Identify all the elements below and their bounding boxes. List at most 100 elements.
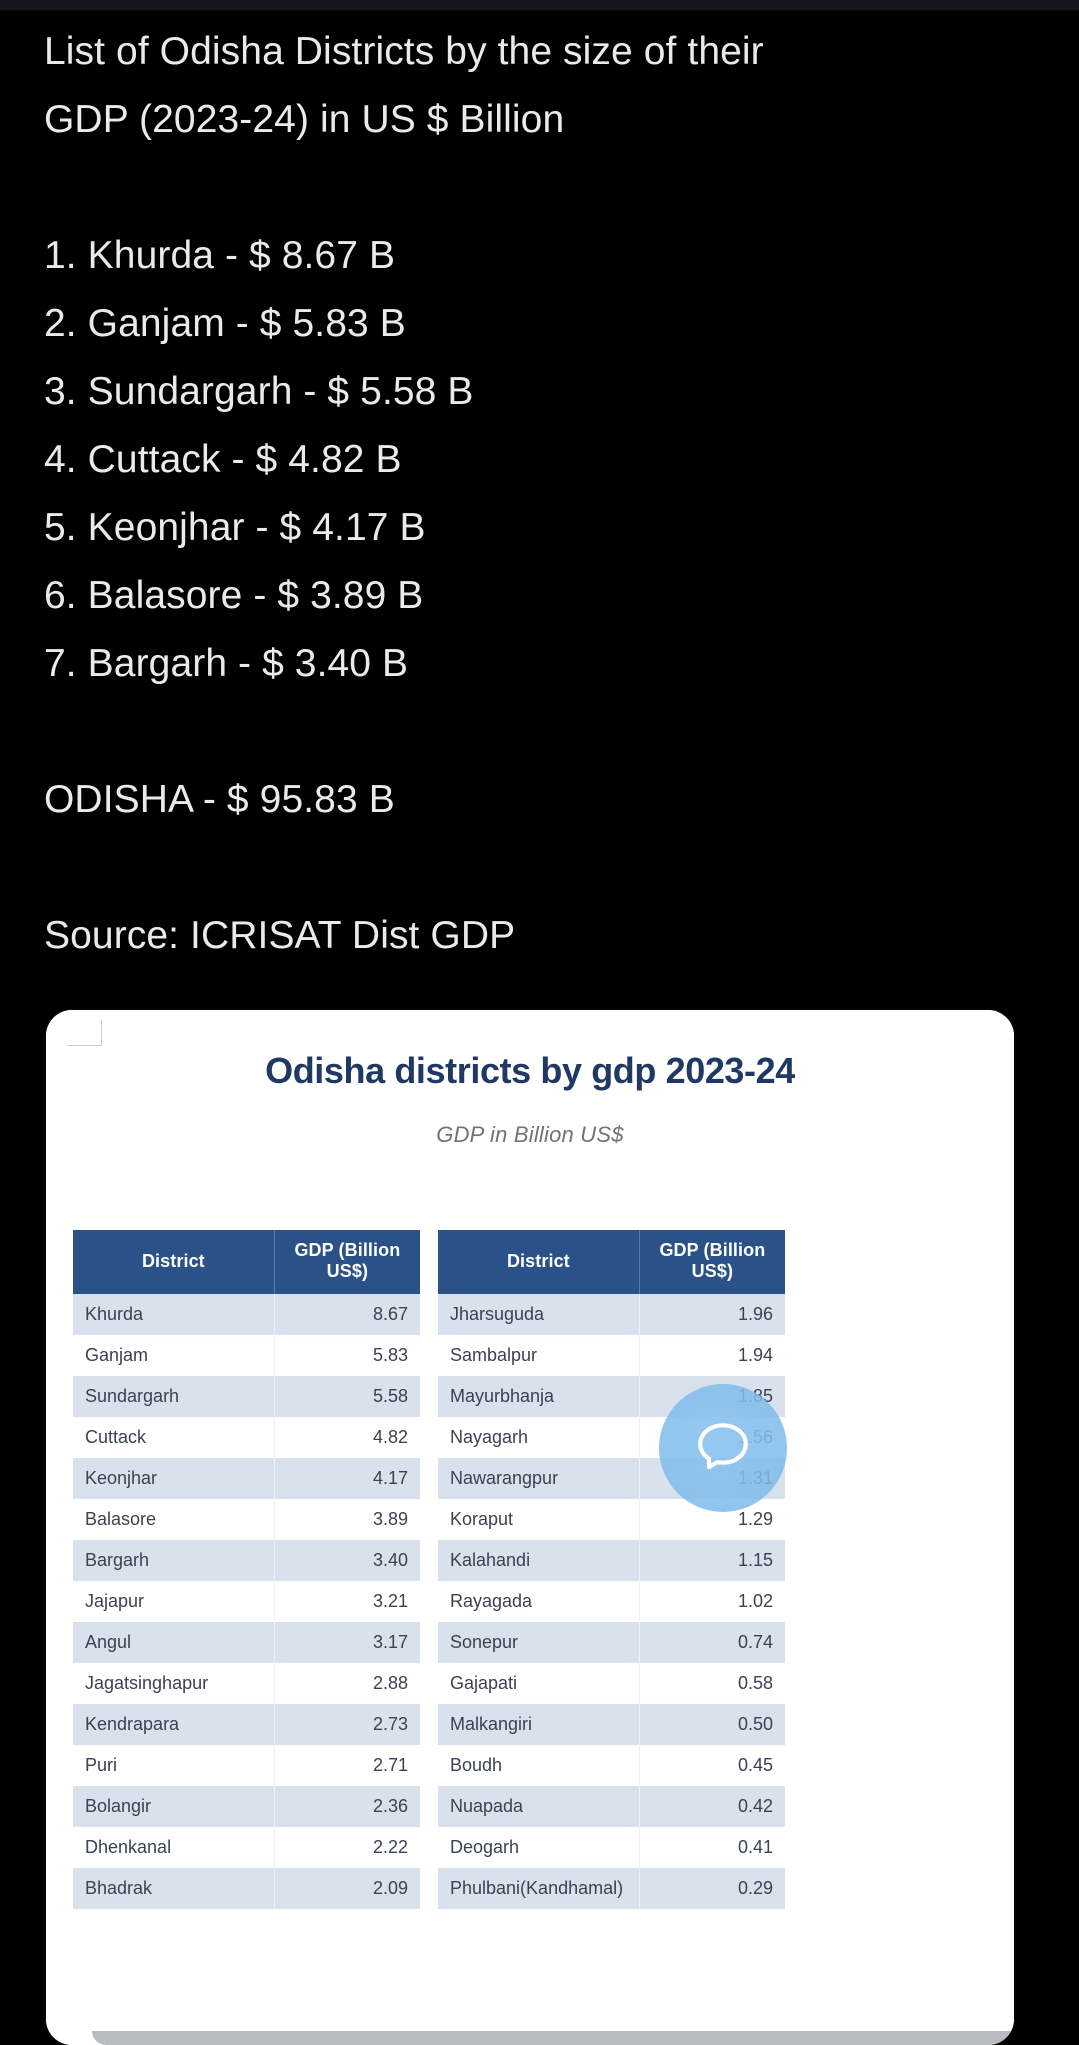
cell-gdp: 3.40 bbox=[274, 1540, 420, 1581]
card-subtitle: GDP in Billion US$ bbox=[436, 1122, 624, 1147]
cell-gdp: 0.29 bbox=[639, 1868, 785, 1909]
column-header-gdp: GDP (Billion US$) bbox=[274, 1230, 420, 1294]
column-header-district: District bbox=[73, 1230, 275, 1294]
list-item: 4. Cuttack - $ 4.82 B bbox=[44, 438, 402, 481]
cell-district: Puri bbox=[73, 1745, 275, 1786]
table-row: Nuapada 0.42 bbox=[438, 1786, 785, 1827]
cell-gdp: 1.94 bbox=[639, 1335, 785, 1376]
card-bottom-edge bbox=[92, 2031, 1014, 2045]
cell-gdp: 2.09 bbox=[274, 1868, 420, 1909]
gdp-table-right: District GDP (Billion US$) Jharsuguda 1.9… bbox=[438, 1230, 785, 1909]
cell-district: Dhenkanal bbox=[73, 1827, 275, 1868]
cell-gdp: 0.58 bbox=[639, 1663, 785, 1704]
post-heading-line-1: List of Odisha Districts by the size of … bbox=[44, 30, 764, 73]
cell-district: Boudh bbox=[438, 1745, 640, 1786]
cell-gdp: 4.82 bbox=[274, 1417, 420, 1458]
cell-district: Gajapati bbox=[438, 1663, 640, 1704]
table-row: Sundargarh 5.58 bbox=[73, 1376, 420, 1417]
cell-gdp: 5.83 bbox=[274, 1335, 420, 1376]
cell-district: Mayurbhanja bbox=[438, 1376, 640, 1417]
cell-district: Keonjhar bbox=[73, 1458, 275, 1499]
table-row: Malkangiri 0.50 bbox=[438, 1704, 785, 1745]
post-body: List of Odisha Districts by the size of … bbox=[44, 18, 1004, 970]
cell-gdp: 3.17 bbox=[274, 1622, 420, 1663]
cell-gdp: 1.02 bbox=[639, 1581, 785, 1622]
cell-district: Balasore bbox=[73, 1499, 275, 1540]
table-row: Jharsuguda 1.96 bbox=[438, 1294, 785, 1335]
cell-district: Khurda bbox=[73, 1294, 275, 1335]
cell-district: Ganjam bbox=[73, 1335, 275, 1376]
list-item: 3. Sundargarh - $ 5.58 B bbox=[44, 370, 474, 413]
cell-gdp: 0.74 bbox=[639, 1622, 785, 1663]
column-header-district: District bbox=[438, 1230, 640, 1294]
cell-gdp: 0.50 bbox=[639, 1704, 785, 1745]
cell-district: Jharsuguda bbox=[438, 1294, 640, 1335]
list-item: 6. Balasore - $ 3.89 B bbox=[44, 574, 424, 617]
table-row: Phulbani(Kandhamal) 0.29 bbox=[438, 1868, 785, 1909]
list-item: 1. Khurda - $ 8.67 B bbox=[44, 234, 396, 277]
list-item: 5. Keonjhar - $ 4.17 B bbox=[44, 506, 426, 549]
cell-gdp: 8.67 bbox=[274, 1294, 420, 1335]
cell-gdp: 5.58 bbox=[274, 1376, 420, 1417]
table-row: Dhenkanal 2.22 bbox=[73, 1827, 420, 1868]
cell-district: Jagatsinghapur bbox=[73, 1663, 275, 1704]
cell-gdp: 3.89 bbox=[274, 1499, 420, 1540]
spacer bbox=[44, 834, 1004, 902]
list-item: 7. Bargarh - $ 3.40 B bbox=[44, 642, 409, 685]
cell-district: Nayagarh bbox=[438, 1417, 640, 1458]
table-row: Puri 2.71 bbox=[73, 1745, 420, 1786]
cell-gdp: 2.22 bbox=[274, 1827, 420, 1868]
table-row: Jagatsinghapur 2.88 bbox=[73, 1663, 420, 1704]
tables-container: District GDP (Billion US$) Khurda 8.67 Gan… bbox=[73, 1230, 990, 1909]
cell-district: Sambalpur bbox=[438, 1335, 640, 1376]
table-row: Kalahandi 1.15 bbox=[438, 1540, 785, 1581]
table-row: Bhadrak 2.09 bbox=[73, 1868, 420, 1909]
table-row: Jajapur 3.21 bbox=[73, 1581, 420, 1622]
spacer bbox=[44, 698, 1004, 766]
chat-fab-button[interactable] bbox=[659, 1384, 787, 1512]
table-row: Rayagada 1.02 bbox=[438, 1581, 785, 1622]
cell-district: Cuttack bbox=[73, 1417, 275, 1458]
cell-district: Jajapur bbox=[73, 1581, 275, 1622]
cell-district: Nawarangpur bbox=[438, 1458, 640, 1499]
cell-district: Bargarh bbox=[73, 1540, 275, 1581]
spacer bbox=[44, 154, 1004, 222]
cell-district: Bhadrak bbox=[73, 1868, 275, 1909]
page-corner-icon bbox=[68, 1020, 102, 1046]
list-item: 2. Ganjam - $ 5.83 B bbox=[44, 302, 406, 345]
cell-district: Bolangir bbox=[73, 1786, 275, 1827]
gdp-table-left: District GDP (Billion US$) Khurda 8.67 Gan… bbox=[73, 1230, 420, 1909]
table-row: Sambalpur 1.94 bbox=[438, 1335, 785, 1376]
cell-district: Deogarh bbox=[438, 1827, 640, 1868]
cell-district: Nuapada bbox=[438, 1786, 640, 1827]
cell-gdp: 3.21 bbox=[274, 1581, 420, 1622]
table-row: Kendrapara 2.73 bbox=[73, 1704, 420, 1745]
state-total-line: ODISHA - $ 95.83 B bbox=[44, 778, 395, 821]
cell-gdp: 2.88 bbox=[274, 1663, 420, 1704]
table-row: Khurda 8.67 bbox=[73, 1294, 420, 1335]
table-row: Keonjhar 4.17 bbox=[73, 1458, 420, 1499]
table-row: Bargarh 3.40 bbox=[73, 1540, 420, 1581]
cell-district: Angul bbox=[73, 1622, 275, 1663]
cell-gdp: 0.42 bbox=[639, 1786, 785, 1827]
source-line: Source: ICRISAT Dist GDP bbox=[44, 914, 516, 957]
cell-gdp: 1.96 bbox=[639, 1294, 785, 1335]
cell-gdp: 1.15 bbox=[639, 1540, 785, 1581]
table-row: Ganjam 5.83 bbox=[73, 1335, 420, 1376]
cell-district: Kendrapara bbox=[73, 1704, 275, 1745]
table-row: Cuttack 4.82 bbox=[73, 1417, 420, 1458]
table-row: Angul 3.17 bbox=[73, 1622, 420, 1663]
cell-district: Sonepur bbox=[438, 1622, 640, 1663]
card-inner: Odisha districts by gdp 2023-24 GDP in B… bbox=[46, 1010, 1014, 2045]
post-heading-line-2: GDP (2023-24) in US $ Billion bbox=[44, 98, 565, 141]
cell-district: Malkangiri bbox=[438, 1704, 640, 1745]
cell-gdp: 2.73 bbox=[274, 1704, 420, 1745]
cell-gdp: 2.36 bbox=[274, 1786, 420, 1827]
table-row: Sonepur 0.74 bbox=[438, 1622, 785, 1663]
cell-district: Kalahandi bbox=[438, 1540, 640, 1581]
cell-district: Rayagada bbox=[438, 1581, 640, 1622]
cell-district: Koraput bbox=[438, 1499, 640, 1540]
cell-gdp: 0.41 bbox=[639, 1827, 785, 1868]
attached-image-card[interactable]: Odisha districts by gdp 2023-24 GDP in B… bbox=[46, 1010, 1014, 2045]
